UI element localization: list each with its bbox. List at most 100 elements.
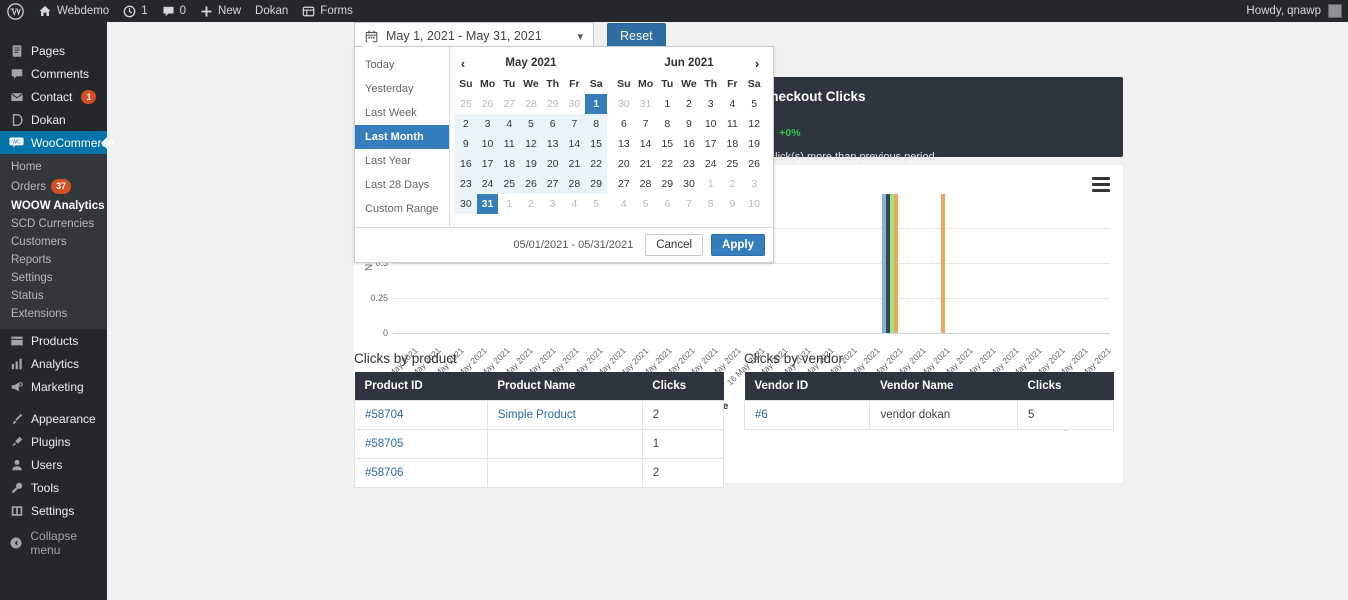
chart-bar[interactable]	[894, 193, 899, 333]
calendar-day[interactable]: 12	[748, 118, 760, 130]
calendar-day[interactable]: 24	[704, 158, 717, 170]
calendar-day[interactable]: 26	[520, 174, 542, 194]
picker-range-last-month[interactable]: Last Month	[355, 125, 449, 149]
updates-menu[interactable]: 1	[116, 0, 154, 22]
calendar-day[interactable]: 30	[618, 98, 630, 110]
calendar-day[interactable]: 12	[520, 134, 542, 154]
calendar-day[interactable]: 22	[661, 158, 674, 170]
calendar-day[interactable]: 30	[568, 98, 581, 110]
calendar-day[interactable]: 17	[704, 138, 717, 150]
calendar-day[interactable]: 3	[707, 98, 714, 110]
vendor-id-link[interactable]: #6	[755, 409, 768, 421]
sidebar-item-analytics[interactable]: Analytics	[0, 352, 107, 375]
sidebar-item-pages[interactable]: Pages	[0, 39, 107, 62]
sidebar-item-partial-top[interactable]	[0, 22, 107, 39]
calendar-day[interactable]: 8	[664, 118, 671, 130]
calendar-day[interactable]: 28	[563, 174, 586, 194]
sidebar-item-plugins[interactable]: Plugins	[0, 430, 107, 453]
sidebar-item-products[interactable]: Products	[0, 329, 107, 352]
calendar-day[interactable]: 23	[683, 158, 695, 170]
picker-apply-button[interactable]: Apply	[711, 234, 765, 256]
sidebar-subitem-reports[interactable]: Reports	[0, 251, 107, 269]
picker-cancel-button[interactable]: Cancel	[645, 234, 704, 256]
chart-bar[interactable]	[882, 193, 887, 333]
picker-range-custom-range[interactable]: Custom Range	[365, 203, 439, 215]
calendar-day[interactable]: 16	[683, 138, 695, 150]
calendar-day[interactable]: 8	[707, 198, 714, 210]
sidebar-item-tools[interactable]: Tools	[0, 476, 107, 499]
reset-button[interactable]: Reset	[607, 23, 666, 49]
calendar-day[interactable]: 5	[593, 198, 600, 210]
sidebar-subitem-home[interactable]: Home	[0, 158, 107, 176]
calendar-day[interactable]: 22	[585, 154, 607, 174]
calendar-day[interactable]: 28	[639, 178, 652, 190]
sidebar-subitem-woow-analytics[interactable]: WOOW Analytics	[0, 197, 107, 215]
calendar-day[interactable]: 25	[460, 98, 472, 110]
calendar-day[interactable]: 21	[563, 154, 586, 174]
product-id-link[interactable]: #58704	[365, 409, 404, 421]
calendar-day[interactable]: 1	[707, 178, 714, 190]
calendar-day[interactable]: 11	[726, 118, 738, 130]
picker-range-last-28-days[interactable]: Last 28 Days	[365, 179, 430, 191]
calendar-day[interactable]: 29	[546, 98, 559, 110]
calendar-day[interactable]: 6	[620, 118, 627, 130]
sidebar-item-settings[interactable]: Settings	[0, 499, 107, 522]
sidebar-subitem-extensions[interactable]: Extensions	[0, 305, 107, 323]
calendar-day[interactable]: 4	[498, 114, 521, 134]
calendar-day[interactable]: 7	[686, 198, 692, 210]
calendar-day[interactable]: 1	[664, 98, 671, 110]
picker-range-today[interactable]: Today	[365, 59, 395, 71]
calendar-day[interactable]: 18	[498, 154, 521, 174]
calendar-day[interactable]: 5	[520, 114, 542, 134]
calendar-day[interactable]: 20	[541, 154, 564, 174]
sidebar-subitem-customers[interactable]: Customers	[0, 233, 107, 251]
sidebar-item-woocommerce[interactable]: WC WooCommerce	[0, 131, 114, 154]
calendar-day[interactable]: 15	[661, 138, 674, 150]
calendar-day[interactable]: 13	[541, 134, 564, 154]
calendar-day[interactable]: 2	[528, 198, 534, 210]
comments-menu[interactable]: 0	[155, 0, 193, 22]
calendar-day[interactable]: 16	[455, 154, 477, 174]
wordpress-logo-button[interactable]	[0, 0, 31, 22]
calendar-day[interactable]: 2	[455, 114, 477, 134]
sidebar-subitem-settings[interactable]: Settings	[0, 269, 107, 287]
calendar-day[interactable]: 15	[585, 134, 607, 154]
picker-range-yesterday[interactable]: Yesterday	[365, 83, 414, 95]
calendar-day[interactable]: 5	[751, 98, 758, 110]
my-account-menu[interactable]: Howdy, qnawp	[1246, 4, 1348, 18]
calendar-day[interactable]: 19	[520, 154, 542, 174]
calendar-day[interactable]: 18	[726, 138, 739, 150]
next-month-button[interactable]: ›	[754, 55, 760, 71]
product-id-link[interactable]: #58705	[365, 438, 404, 450]
picker-range-last-week[interactable]: Last Week	[365, 107, 417, 119]
product-name-link[interactable]: Simple Product	[497, 409, 576, 421]
sidebar-item-marketing[interactable]: Marketing	[0, 375, 107, 398]
calendar-day[interactable]: 7	[563, 114, 586, 134]
calendar-day[interactable]: 1	[585, 94, 607, 114]
prev-month-button[interactable]: ‹	[460, 55, 466, 71]
calendar-day[interactable]: 25	[498, 174, 521, 194]
calendar-day[interactable]: 9	[729, 198, 736, 210]
chart-bar[interactable]	[940, 193, 945, 333]
calendar-day[interactable]: 9	[686, 118, 692, 130]
calendar-day[interactable]: 6	[541, 114, 564, 134]
sidebar-item-comments[interactable]: Comments	[0, 62, 107, 85]
calendar-day[interactable]: 4	[729, 98, 736, 110]
calendar-day[interactable]: 4	[620, 198, 627, 210]
site-name-menu[interactable]: Webdemo	[31, 0, 116, 22]
calendar-day[interactable]: 13	[618, 138, 630, 150]
calendar-day[interactable]: 9	[455, 134, 477, 154]
date-range-input[interactable]: May 1, 2021 - May 31, 2021 ▾	[354, 22, 594, 50]
calendar-day[interactable]: 29	[585, 174, 607, 194]
calendar-day[interactable]: 1	[506, 198, 513, 210]
sidebar-subitem-scd-currencies[interactable]: SCD Currencies	[0, 215, 107, 233]
calendar-day[interactable]: 29	[661, 178, 674, 190]
calendar-day[interactable]: 31	[639, 98, 652, 110]
calendar-day[interactable]: 3	[549, 198, 556, 210]
chart-bar[interactable]	[890, 193, 895, 333]
sidebar-item-appearance[interactable]: Appearance	[0, 407, 107, 430]
calendar-day[interactable]: 20	[618, 158, 630, 170]
calendar-day[interactable]: 30	[683, 178, 695, 190]
calendar-day[interactable]: 27	[541, 174, 564, 194]
calendar-day[interactable]: 8	[585, 114, 607, 134]
